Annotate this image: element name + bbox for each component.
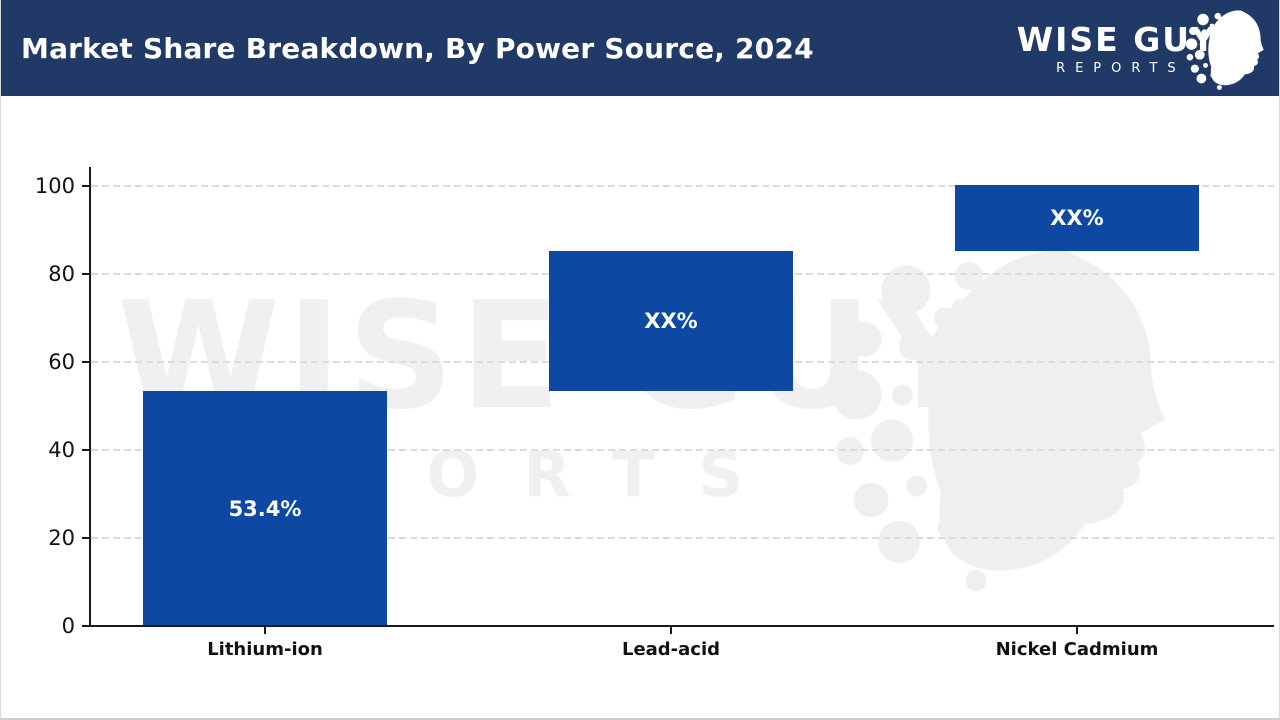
bar-lithium-ion: 53.4% <box>143 391 387 626</box>
wise-guy-reports-logo: WISE GUY REPORTS <box>1017 8 1269 90</box>
x-category-label: Nickel Cadmium <box>995 639 1159 660</box>
y-axis-line <box>89 167 91 627</box>
chart-title: Market Share Breakdown, By Power Source,… <box>21 31 814 65</box>
gridline-40 <box>91 449 1274 451</box>
bar-value-label: XX% <box>1050 206 1104 231</box>
watermark-face-logo <box>832 250 1165 591</box>
gridline-20 <box>91 537 1274 539</box>
y-tick-80 <box>82 273 89 275</box>
bar-value-label: XX% <box>644 309 698 334</box>
y-tick-60 <box>82 361 89 363</box>
y-tick-label: 80 <box>48 262 75 286</box>
y-tick-label: 60 <box>48 350 75 374</box>
logo-face-icon <box>1185 10 1264 90</box>
y-tick-100 <box>82 185 89 187</box>
x-tick-1 <box>670 627 672 634</box>
y-tick-label: 100 <box>34 174 75 198</box>
y-tick-label: 20 <box>48 526 75 550</box>
y-tick-40 <box>82 449 89 451</box>
gridline-100 <box>91 185 1274 187</box>
bar-value-label: 53.4% <box>228 496 302 521</box>
y-tick-label: 40 <box>48 438 75 462</box>
header-banner: Market Share Breakdown, By Power Source,… <box>1 0 1279 96</box>
x-tick-0 <box>264 627 266 634</box>
y-tick-20 <box>82 537 89 539</box>
logo-wordmark: WISE GUY <box>1016 20 1217 59</box>
bar-nickel-cadmium: XX% <box>955 185 1199 252</box>
y-tick-label: 0 <box>61 614 75 638</box>
x-tick-2 <box>1076 627 1078 634</box>
y-tick-0 <box>82 625 89 627</box>
x-axis-line <box>89 625 1274 627</box>
bar-lead-acid: XX% <box>549 251 793 392</box>
logo-subtitle: REPORTS <box>1056 61 1186 76</box>
x-category-label: Lead-acid <box>621 639 721 660</box>
x-category-label: Lithium-ion <box>207 639 323 660</box>
